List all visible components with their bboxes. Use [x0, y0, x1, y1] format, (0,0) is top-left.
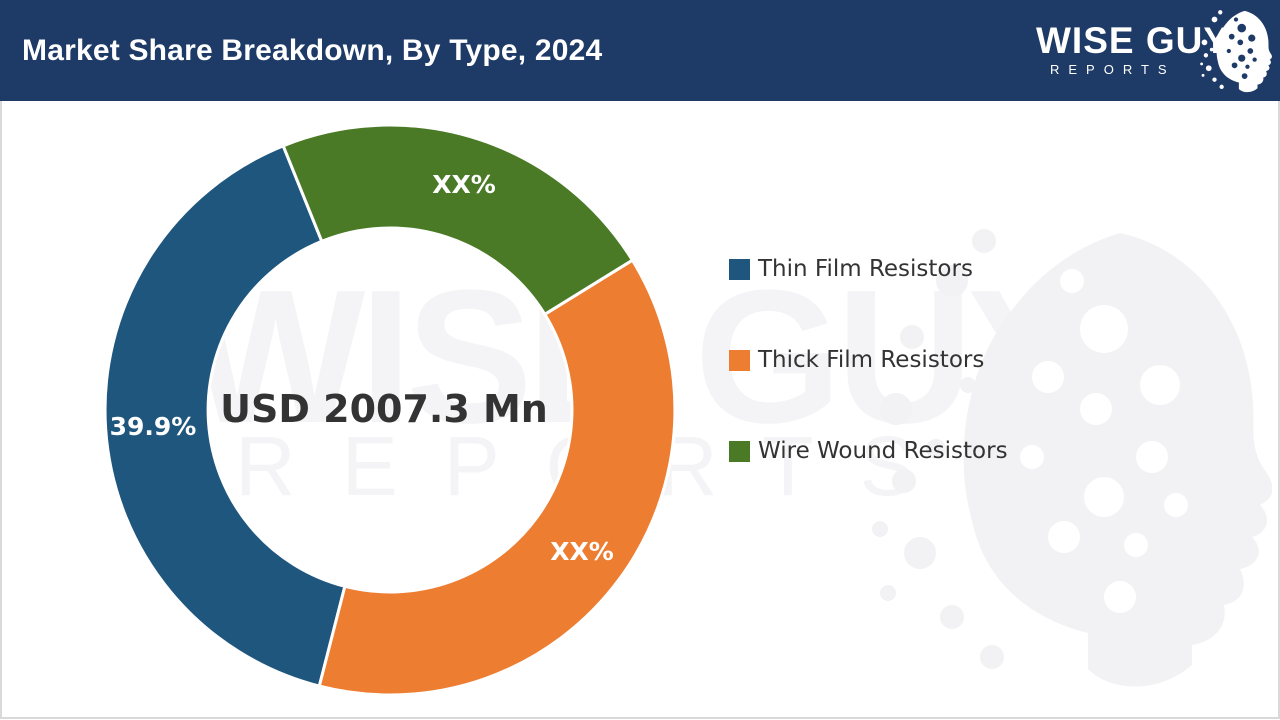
wiseguy-logo: WISE GUY REPORTS	[1036, 8, 1272, 94]
legend-label: Thick Film Resistors	[758, 347, 985, 373]
logo-subtitle: REPORTS	[1050, 62, 1176, 77]
legend-swatch	[729, 259, 750, 280]
slice-label: XX%	[550, 537, 614, 566]
donut-slice	[103, 144, 347, 688]
legend-swatch	[729, 441, 750, 462]
legend-label: Thin Film Resistors	[758, 256, 973, 282]
header-bar: Market Share Breakdown, By Type, 2024 WI…	[0, 0, 1280, 101]
donut-slice	[317, 258, 677, 697]
legend-swatch	[729, 350, 750, 371]
face-profile-icon	[1200, 10, 1272, 93]
donut-slice	[281, 123, 634, 316]
face-profile-icon	[872, 229, 1272, 687]
logo-wordmark: WISE GUY	[1036, 20, 1230, 61]
donut-center-value: USD 2007.3 Mn	[220, 387, 548, 431]
wiseguy-face-icon	[1200, 8, 1272, 94]
slice-label: 39.9%	[110, 412, 197, 441]
legend-label: Wire Wound Resistors	[758, 438, 1008, 464]
watermark-face-icon	[872, 216, 1272, 698]
slice-label: XX%	[432, 170, 496, 199]
page-title: Market Share Breakdown, By Type, 2024	[22, 34, 603, 67]
